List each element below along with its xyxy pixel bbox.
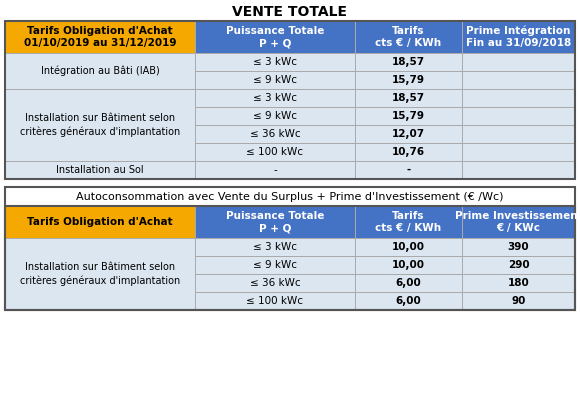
Text: VENTE TOTALE: VENTE TOTALE (233, 5, 347, 19)
Bar (355, 143, 462, 161)
Text: ≤ 9 kWc: ≤ 9 kWc (253, 260, 297, 270)
Bar (462, 256, 575, 274)
Bar (355, 71, 462, 89)
Text: Installation au Sol: Installation au Sol (56, 165, 144, 175)
Text: Puissance Totale
P + Q: Puissance Totale P + Q (226, 211, 324, 233)
Text: 10,76: 10,76 (392, 147, 425, 157)
Text: Tarifs
cts € / KWh: Tarifs cts € / KWh (375, 211, 441, 233)
Bar (355, 256, 462, 274)
Bar (5, 238, 195, 310)
Text: 90: 90 (512, 296, 525, 306)
Bar (355, 89, 462, 107)
Bar (355, 21, 462, 53)
Bar (195, 21, 355, 53)
Bar (355, 107, 462, 125)
Bar (462, 161, 575, 179)
Bar (5, 206, 575, 310)
Bar (195, 238, 355, 256)
Bar (195, 143, 355, 161)
Bar (195, 125, 355, 143)
Bar (462, 238, 575, 256)
Text: 6,00: 6,00 (396, 278, 422, 288)
Bar (5, 206, 195, 238)
Text: ≤ 3 kWc: ≤ 3 kWc (253, 242, 297, 252)
Bar (5, 53, 195, 89)
Bar (462, 125, 575, 143)
Text: 18,57: 18,57 (392, 93, 425, 103)
Text: ≤ 36 kWc: ≤ 36 kWc (249, 129, 300, 139)
Text: -: - (273, 165, 277, 175)
Bar (195, 107, 355, 125)
Text: 12,07: 12,07 (392, 129, 425, 139)
Text: Installation sur Bâtiment selon
critères généraux d'implantation: Installation sur Bâtiment selon critères… (20, 263, 180, 285)
Text: Tarifs Obligation d'Achat
01/10/2019 au 31/12/2019: Tarifs Obligation d'Achat 01/10/2019 au … (24, 26, 176, 48)
Text: ≤ 9 kWc: ≤ 9 kWc (253, 75, 297, 85)
Bar (462, 71, 575, 89)
Bar (462, 107, 575, 125)
Bar (195, 274, 355, 292)
Text: ≤ 3 kWc: ≤ 3 kWc (253, 57, 297, 67)
Bar (195, 53, 355, 71)
Text: ≤ 100 kWc: ≤ 100 kWc (246, 147, 303, 157)
Text: 15,79: 15,79 (392, 111, 425, 121)
Bar (355, 53, 462, 71)
Text: ≤ 36 kWc: ≤ 36 kWc (249, 278, 300, 288)
Text: ≤ 9 kWc: ≤ 9 kWc (253, 111, 297, 121)
Bar (462, 89, 575, 107)
Text: Puissance Totale
P + Q: Puissance Totale P + Q (226, 26, 324, 48)
Bar (195, 206, 355, 238)
Text: Installation sur Bâtiment selon
critères généraux d'implantation: Installation sur Bâtiment selon critères… (20, 113, 180, 137)
Bar (5, 161, 195, 179)
Bar (462, 143, 575, 161)
Bar (462, 21, 575, 53)
Text: 290: 290 (508, 260, 530, 270)
Bar (462, 53, 575, 71)
Text: ≤ 3 kWc: ≤ 3 kWc (253, 93, 297, 103)
Text: ≤ 100 kWc: ≤ 100 kWc (246, 296, 303, 306)
Text: 18,57: 18,57 (392, 57, 425, 67)
Text: 390: 390 (508, 242, 530, 252)
Text: 10,00: 10,00 (392, 260, 425, 270)
Text: Tarifs
cts € / KWh: Tarifs cts € / KWh (375, 26, 441, 48)
Text: Tarifs Obligation d'Achat: Tarifs Obligation d'Achat (27, 217, 173, 227)
Bar (355, 292, 462, 310)
Bar (355, 161, 462, 179)
Text: 6,00: 6,00 (396, 296, 422, 306)
Text: 10,00: 10,00 (392, 242, 425, 252)
Text: 180: 180 (508, 278, 530, 288)
Bar (195, 292, 355, 310)
Bar (5, 89, 195, 161)
Text: Intégration au Bâti (IAB): Intégration au Bâti (IAB) (41, 66, 160, 76)
Bar (5, 21, 575, 179)
Bar (462, 274, 575, 292)
Text: Prime Intégration
Fin au 31/09/2018: Prime Intégration Fin au 31/09/2018 (466, 25, 571, 48)
Bar (195, 256, 355, 274)
Bar (355, 206, 462, 238)
Bar (462, 206, 575, 238)
Bar (355, 238, 462, 256)
Bar (195, 161, 355, 179)
Bar (5, 187, 575, 310)
Bar (195, 89, 355, 107)
Text: 15,79: 15,79 (392, 75, 425, 85)
Bar (355, 274, 462, 292)
Text: Prime Investissement
€ / KWc: Prime Investissement € / KWc (455, 211, 580, 233)
Text: Autoconsommation avec Vente du Surplus + Prime d'Investissement (€ /Wc): Autoconsommation avec Vente du Surplus +… (76, 192, 504, 202)
Text: -: - (407, 165, 411, 175)
Bar (355, 125, 462, 143)
Bar (462, 292, 575, 310)
Bar (5, 21, 195, 53)
Bar (195, 71, 355, 89)
